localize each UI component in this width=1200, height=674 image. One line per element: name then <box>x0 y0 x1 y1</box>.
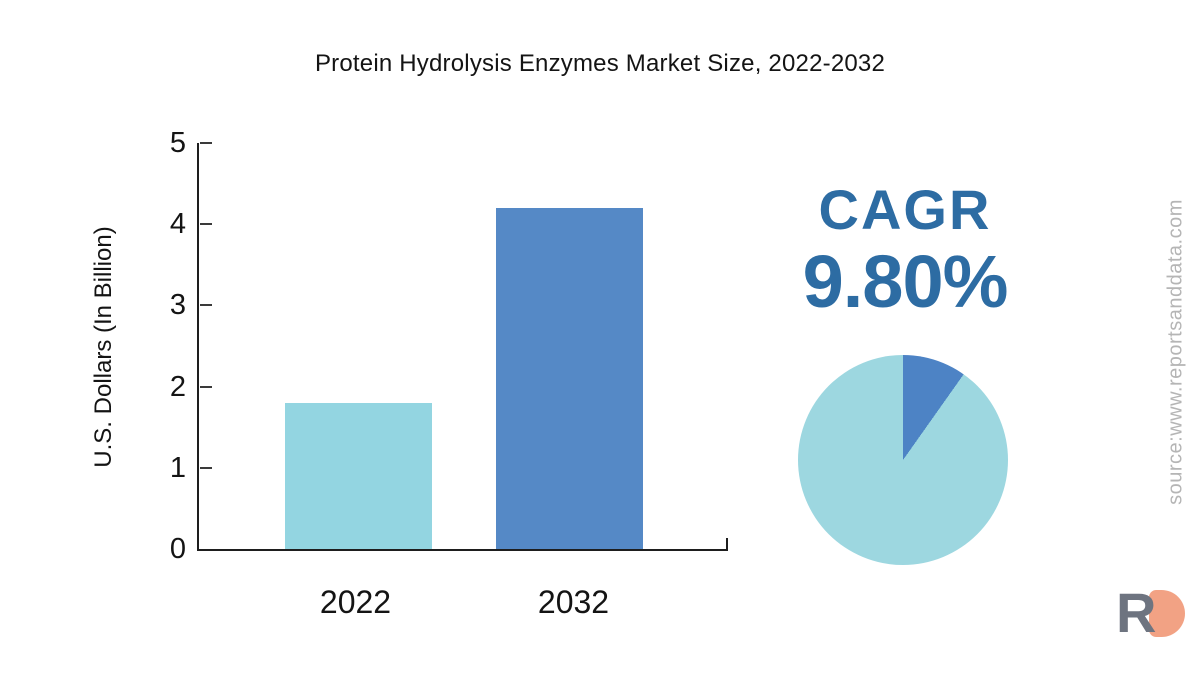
y-tick-label-5: 5 <box>169 127 186 159</box>
y-tick-mark-3 <box>200 304 212 307</box>
x-axis-line <box>197 549 728 551</box>
bar-2022 <box>285 402 432 549</box>
bar-2032 <box>496 207 643 549</box>
y-axis-line <box>197 143 199 551</box>
y-tick-mark-4 <box>200 223 212 226</box>
y-tick-label-4: 4 <box>169 208 186 241</box>
y-tick-label-3: 3 <box>169 289 186 322</box>
x-tick-label-2022: 2022 <box>319 584 392 620</box>
cagr-label: CAGR <box>818 178 992 241</box>
y-tick-label-1: 1 <box>169 451 186 484</box>
x-tick-label-2032: 2032 <box>537 584 610 620</box>
cagr-value: 9.80% <box>802 240 1009 323</box>
y-tick-label-0: 0 <box>169 533 186 565</box>
x-axis-end-tick <box>726 538 728 550</box>
source-watermark: source:www.reportsanddata.com <box>1164 199 1187 505</box>
y-tick-label-2: 2 <box>169 370 186 403</box>
cagr-pie-chart <box>798 355 1008 565</box>
reportsanddata-logo: R <box>1116 581 1188 644</box>
y-axis-label: U.S. Dollars (In Billion) <box>90 226 117 468</box>
chart-title: Protein Hydrolysis Enzymes Market Size, … <box>314 50 886 77</box>
y-tick-mark-2 <box>200 385 212 388</box>
cagr-annotation: CAGR 9.80% <box>758 180 1052 324</box>
y-tick-mark-5 <box>200 142 212 144</box>
y-tick-mark-1 <box>200 466 212 469</box>
logo-r-letter: R <box>1116 581 1157 644</box>
logo-d-icon <box>1149 590 1185 637</box>
